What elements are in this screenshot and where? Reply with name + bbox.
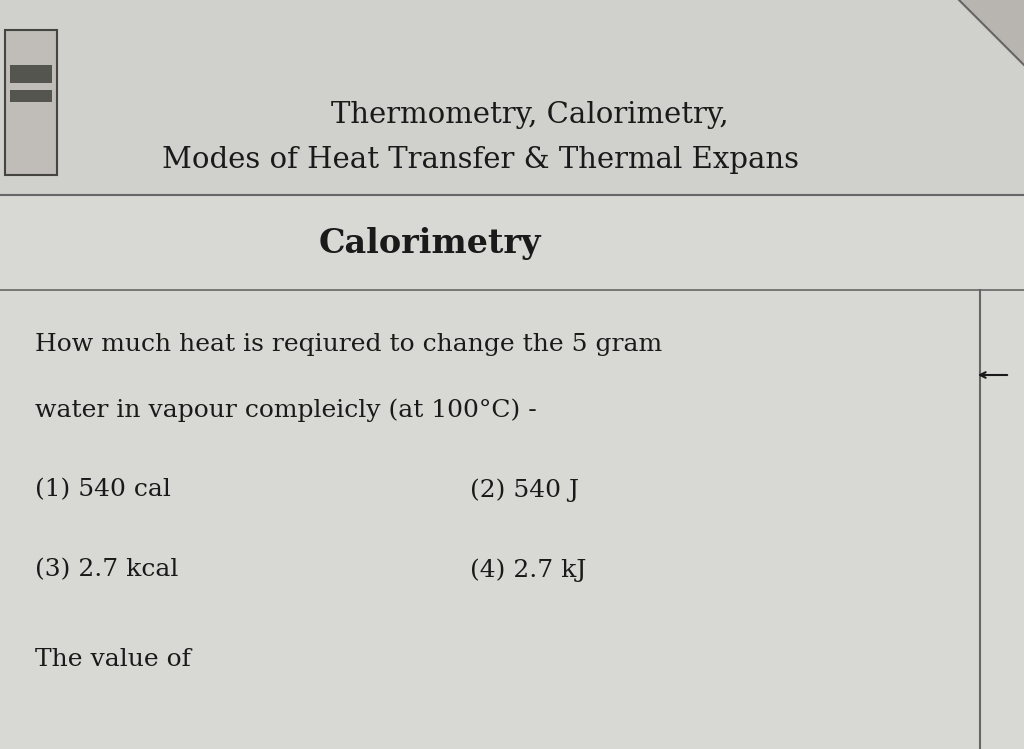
Bar xyxy=(0,0,1024,195)
Text: The value of: The value of xyxy=(35,649,190,672)
Text: How much heat is reqiured to change the 5 gram: How much heat is reqiured to change the … xyxy=(35,333,663,357)
Text: Modes of Heat Transfer & Thermal Expans: Modes of Heat Transfer & Thermal Expans xyxy=(162,146,799,174)
Text: water in vapour compleicly (at 100°C) -: water in vapour compleicly (at 100°C) - xyxy=(35,398,537,422)
Bar xyxy=(5,30,57,175)
Bar xyxy=(10,65,52,83)
Text: Calorimetry: Calorimetry xyxy=(318,226,542,259)
Text: (1) 540 cal: (1) 540 cal xyxy=(35,479,171,502)
Text: (4) 2.7 kJ: (4) 2.7 kJ xyxy=(470,558,587,582)
Text: Thermometry, Calorimetry,: Thermometry, Calorimetry, xyxy=(331,101,729,129)
Text: (3) 2.7 kcal: (3) 2.7 kcal xyxy=(35,559,178,581)
Bar xyxy=(10,90,52,102)
Text: (2) 540 J: (2) 540 J xyxy=(470,478,579,502)
Polygon shape xyxy=(959,0,1024,65)
